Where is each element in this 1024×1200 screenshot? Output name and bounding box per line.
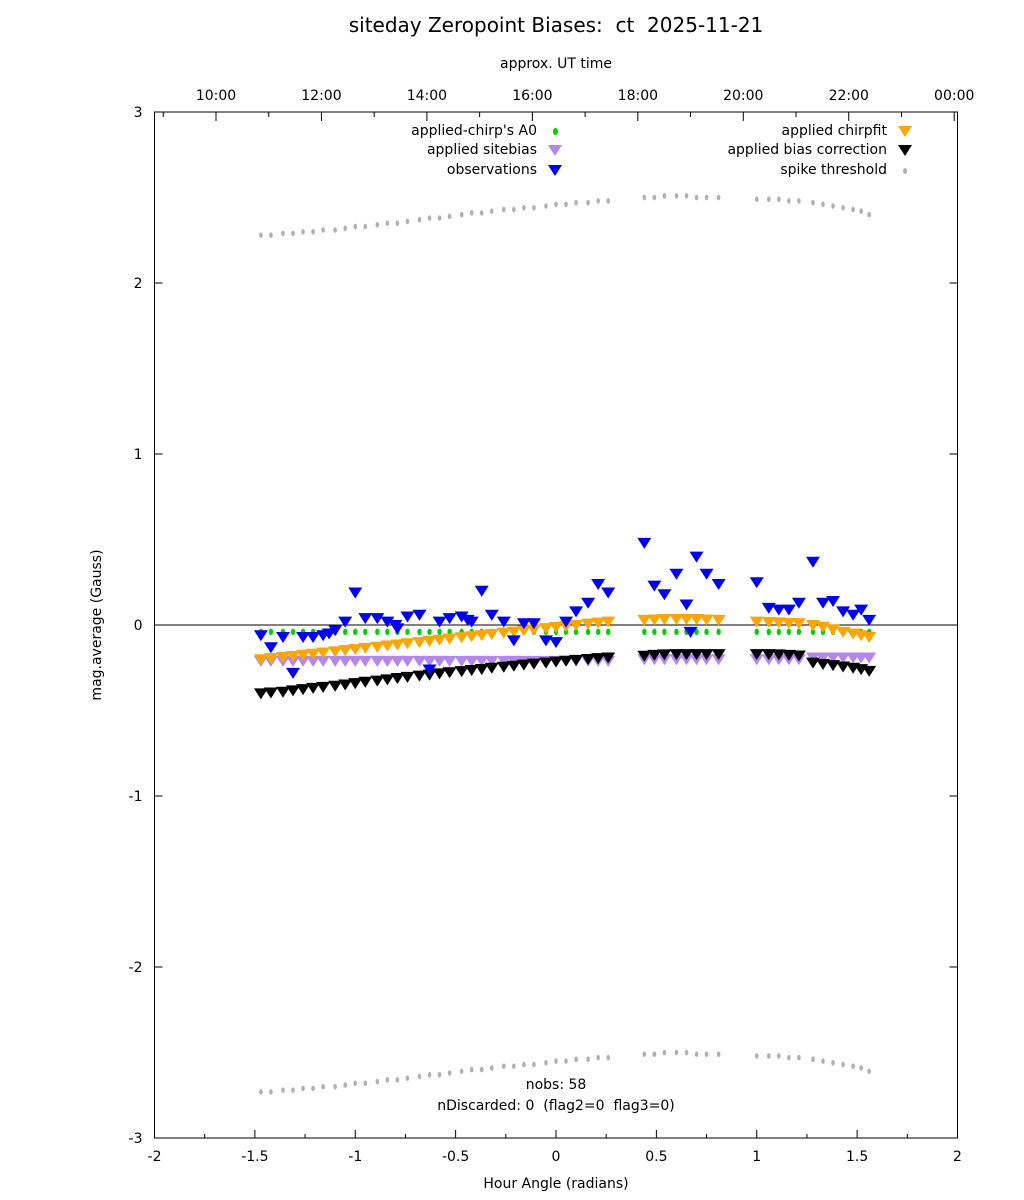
x-tick-label: 0: [552, 1149, 561, 1165]
legend-label-spike: spike threshold: [780, 161, 887, 178]
series-obs: [253, 537, 877, 679]
ut-tick-label: 16:00: [512, 88, 552, 104]
y-tick-label: 1: [134, 447, 143, 463]
x-tick-label: -1.5: [241, 1149, 268, 1165]
legend-marker-bias: [898, 145, 912, 156]
chart-title: siteday Zeropoint Biases: ct 2025-11-21: [348, 13, 764, 37]
ut-tick-label: 12:00: [301, 88, 341, 104]
x-tick-label: -0.5: [442, 1149, 469, 1165]
series-bias: [253, 649, 877, 700]
legend-marker-spike: [903, 167, 907, 174]
ut-tick-label: 00:00: [934, 88, 974, 104]
ut-tick-label: 18:00: [618, 88, 658, 104]
y-tick-label: -3: [129, 1131, 143, 1147]
series-chirpfit: [253, 614, 877, 666]
legend-marker-chirpfit: [898, 125, 912, 137]
y-tick-label: -2: [129, 960, 143, 976]
legend-marker-a0: [552, 127, 558, 135]
x-tick-label: 1.5: [846, 1149, 868, 1165]
y-tick-label: 2: [134, 276, 143, 292]
legend-label-bias: applied bias correction: [727, 142, 887, 158]
legend-marker-sitebias: [548, 145, 562, 156]
x-tick-label: 2: [953, 1149, 962, 1165]
legend-label-a0: applied-chirp's A0: [411, 122, 537, 139]
y-tick-label: 0: [134, 618, 143, 634]
ndiscarded-annotation: nDiscarded: 0 (flag2=0 flag3=0): [437, 1098, 675, 1114]
legend-label-chirpfit: applied chirpfit: [781, 122, 888, 139]
x-tick-label: 0.5: [645, 1149, 667, 1165]
x-tick-label: -1: [348, 1149, 362, 1165]
x-axis-title: Hour Angle (radians): [483, 1176, 629, 1192]
ut-tick-label: 10:00: [196, 88, 236, 104]
ut-axis-title: approx. UT time: [500, 56, 612, 72]
y-tick-label: 3: [134, 105, 143, 121]
legend-label-obs: observations: [446, 161, 537, 178]
legend-label-sitebias: applied sitebias: [426, 142, 537, 158]
series-spike: [259, 192, 871, 1095]
y-tick-label: -1: [129, 789, 143, 805]
ut-tick-label: 22:00: [829, 88, 869, 104]
nobs-annotation: nobs: 58: [525, 1077, 587, 1093]
legend-marker-obs: [548, 164, 562, 176]
ut-tick-label: 14:00: [407, 88, 447, 104]
ut-tick-label: 20:00: [723, 88, 763, 104]
x-tick-label: -2: [148, 1149, 162, 1165]
x-tick-label: 1: [752, 1149, 761, 1165]
